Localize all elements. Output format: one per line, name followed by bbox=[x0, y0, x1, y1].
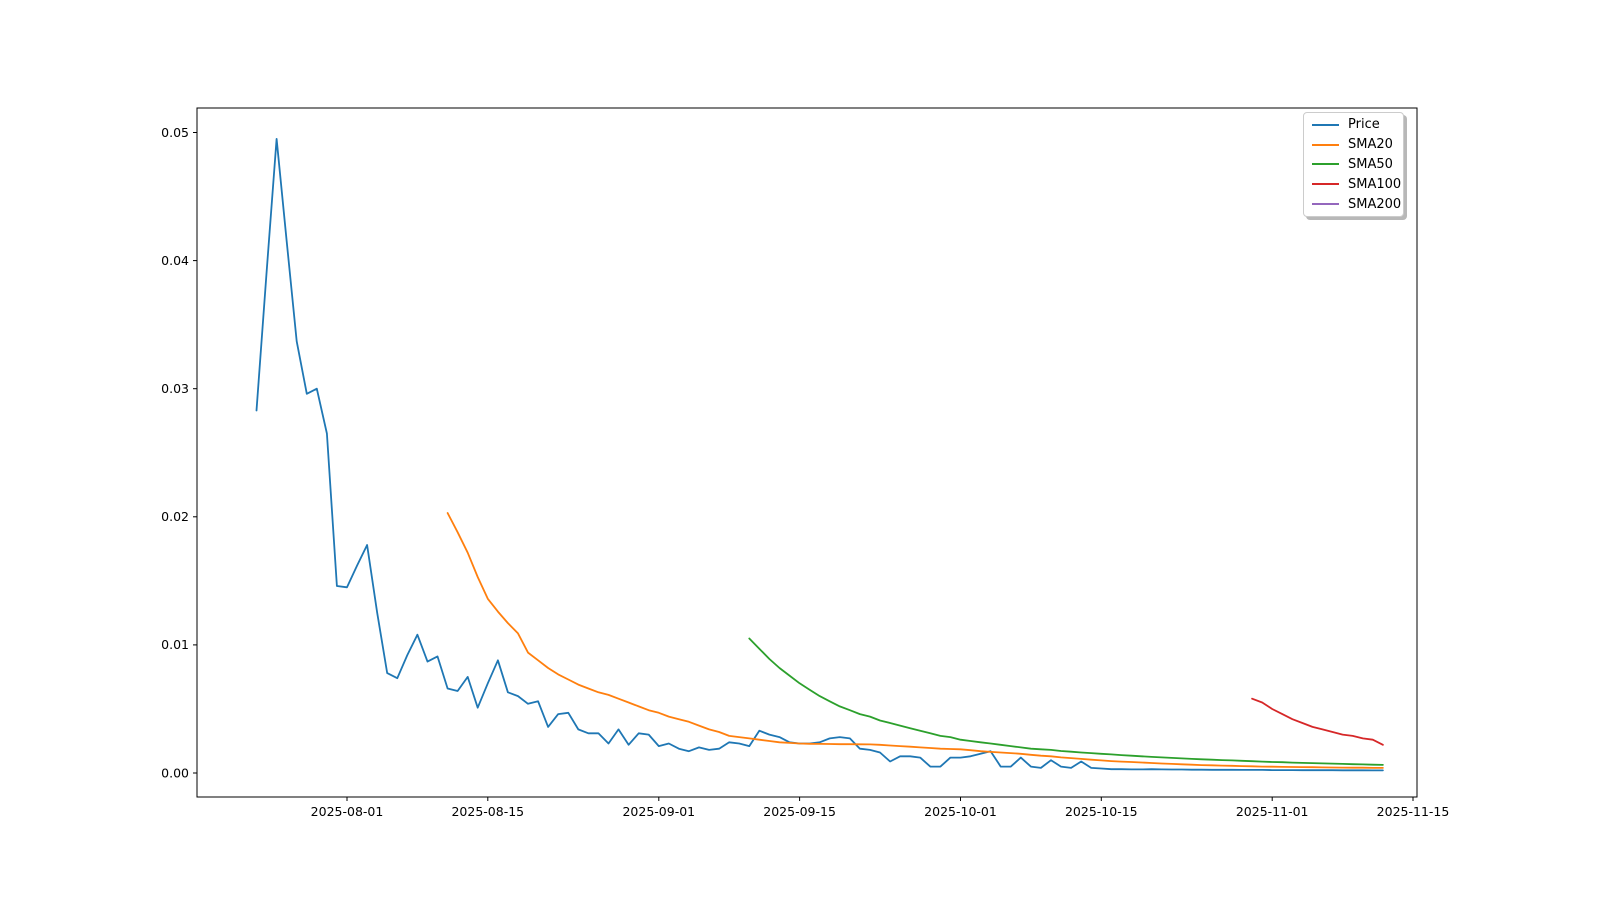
sma20-line-swatch bbox=[1312, 143, 1339, 146]
legend-label-sma100: SMA100 bbox=[1348, 176, 1402, 192]
sma20-line bbox=[446, 512, 1384, 769]
legend-item-sma20: SMA20 bbox=[1312, 135, 1403, 155]
y-tick-label: 0.02 bbox=[161, 509, 189, 524]
x-tick-label: 2025-08-01 bbox=[311, 804, 384, 819]
sma50-line bbox=[748, 637, 1384, 766]
legend-label-sma50: SMA50 bbox=[1348, 156, 1393, 172]
x-tick-label: 2025-08-15 bbox=[451, 804, 524, 819]
y-tick-label: 0.00 bbox=[161, 765, 189, 780]
y-tick-label: 0.04 bbox=[161, 253, 189, 268]
legend-label-sma20: SMA20 bbox=[1348, 137, 1393, 153]
legend-item-sma200: SMA200 bbox=[1312, 194, 1403, 214]
x-tick-label: 2025-09-01 bbox=[622, 804, 695, 819]
legend-label-sma200: SMA200 bbox=[1348, 196, 1402, 212]
x-tick-label: 2025-11-15 bbox=[1377, 804, 1450, 819]
sma50-line-swatch bbox=[1312, 163, 1339, 166]
x-tick-label: 2025-10-01 bbox=[924, 804, 997, 819]
price-line-swatch bbox=[1312, 123, 1339, 126]
x-tick-label: 2025-10-15 bbox=[1065, 804, 1138, 819]
x-tick-label: 2025-09-15 bbox=[763, 804, 836, 819]
sma200-line-swatch bbox=[1312, 203, 1339, 206]
legend-item-sma100: SMA100 bbox=[1312, 174, 1403, 194]
legend-item-price: Price bbox=[1312, 115, 1403, 135]
x-tick-label: 2025-11-01 bbox=[1236, 804, 1309, 819]
price-line bbox=[255, 137, 1384, 772]
sma100-line-swatch bbox=[1312, 183, 1339, 186]
y-tick-label: 0.01 bbox=[161, 637, 189, 652]
y-tick-label: 0.05 bbox=[161, 125, 189, 140]
axes-frame bbox=[196, 107, 1418, 798]
sma100-line bbox=[1251, 697, 1384, 746]
legend-label-price: Price bbox=[1348, 117, 1380, 133]
y-tick-label: 0.03 bbox=[161, 381, 189, 396]
legend-item-sma50: SMA50 bbox=[1312, 155, 1403, 175]
legend: Price SMA20 SMA50 SMA100 SMA200 bbox=[1303, 112, 1404, 217]
